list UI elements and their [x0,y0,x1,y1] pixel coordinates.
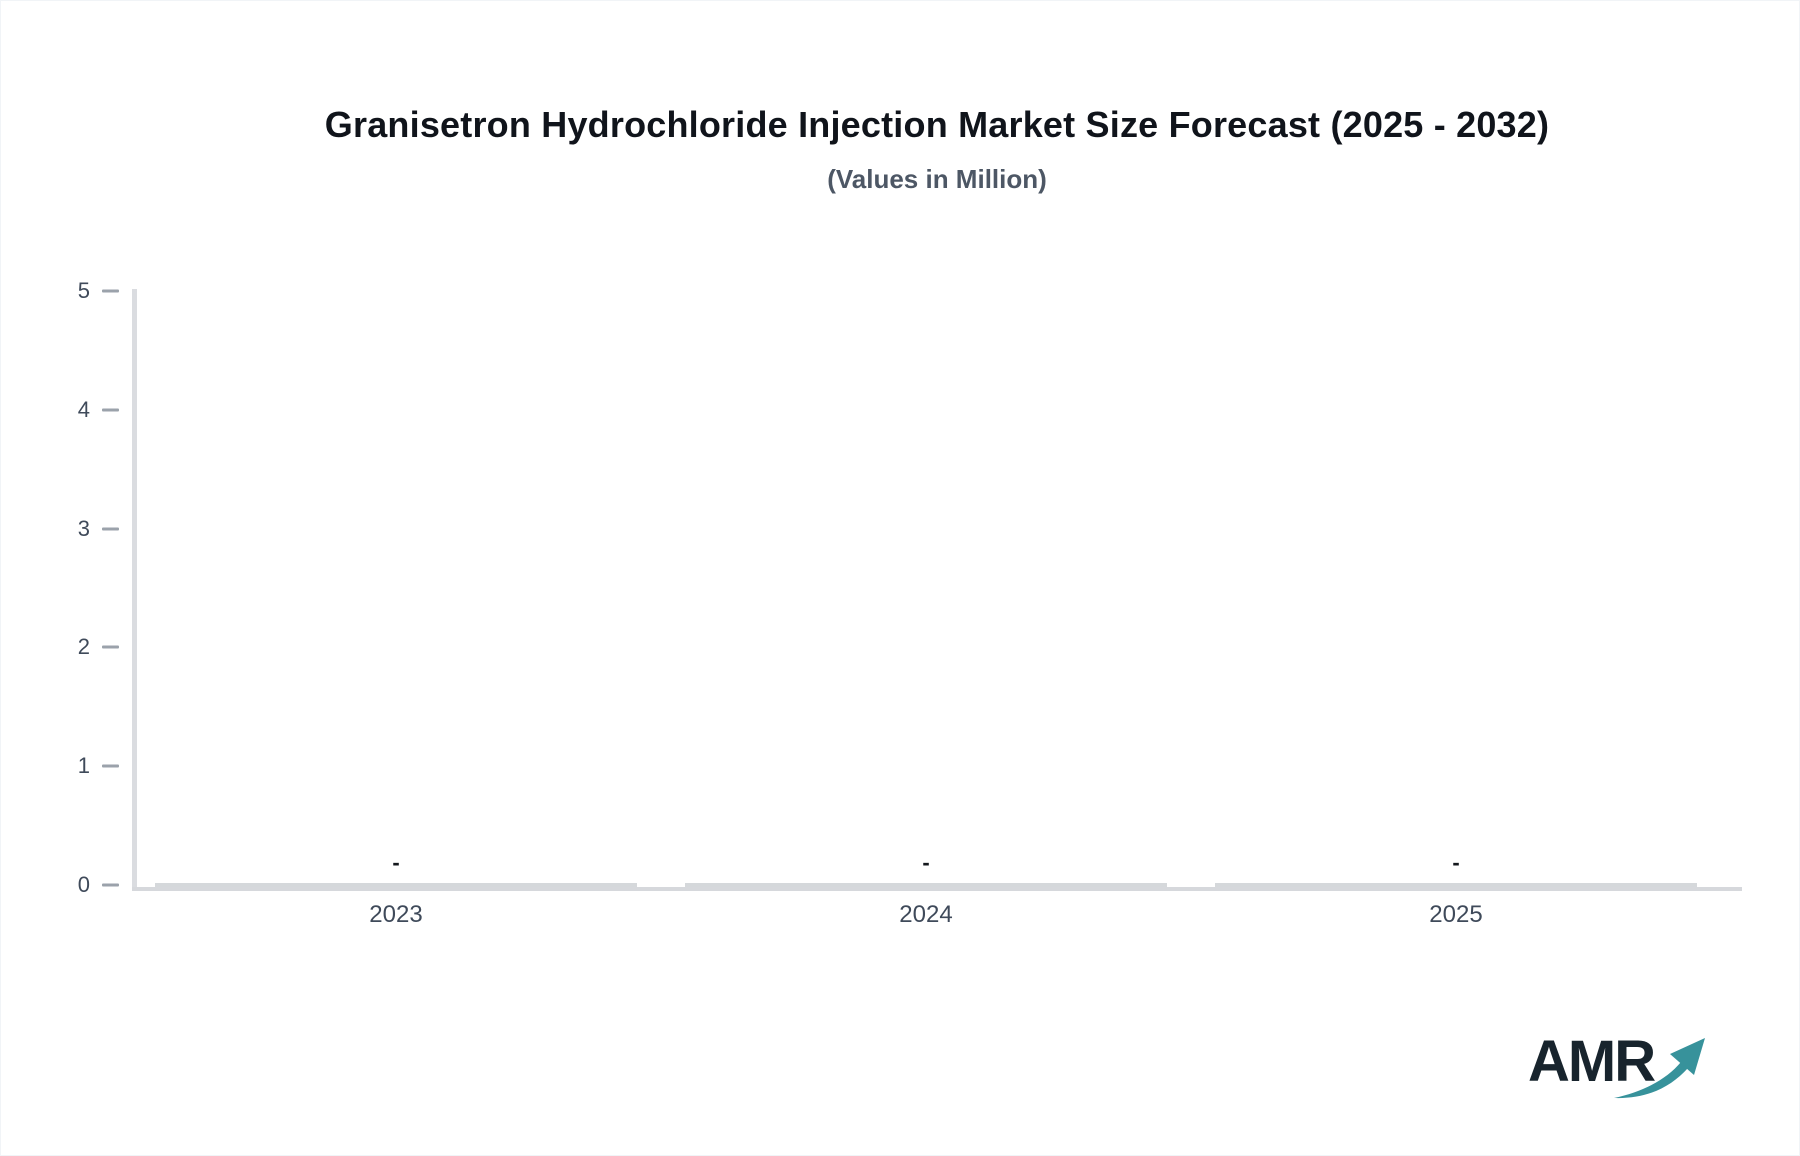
y-axis-line [132,289,137,891]
y-axis-tick-mark [102,883,119,887]
y-axis-tick-mark [102,764,119,768]
chart-title: Granisetron Hydrochloride Injection Mark… [324,104,1550,145]
x-axis-line [132,887,1742,891]
x-axis-label-2023: 2023 [369,901,423,928]
bar-value-label: - [392,850,400,875]
amr-logo: AMR [1528,1030,1728,1114]
y-axis-tick-label: 4 [77,396,90,422]
logo-text: AMR [1528,1029,1656,1094]
trend-up-arrow-icon [1614,1038,1705,1099]
y-axis-tick-mark [102,408,119,412]
y-axis-tick-label: 1 [77,753,90,779]
y-axis-tick-label: 3 [77,515,90,541]
x-axis-label-2024: 2024 [899,901,953,928]
y-axis-tick-mark [102,645,119,649]
chart-subtitle: (Values in Million) [827,164,1047,194]
bar-value-label: - [922,850,930,875]
bar-value-label: - [1452,850,1460,875]
y-axis-tick-mark [102,527,119,531]
y-axis-tick-label: 0 [77,872,90,897]
y-axis-tick-label: 2 [77,634,90,660]
y-axis-tick-label: 5 [77,278,90,303]
x-axis-label-2025: 2025 [1429,901,1483,928]
y-axis-tick-mark [102,289,119,293]
